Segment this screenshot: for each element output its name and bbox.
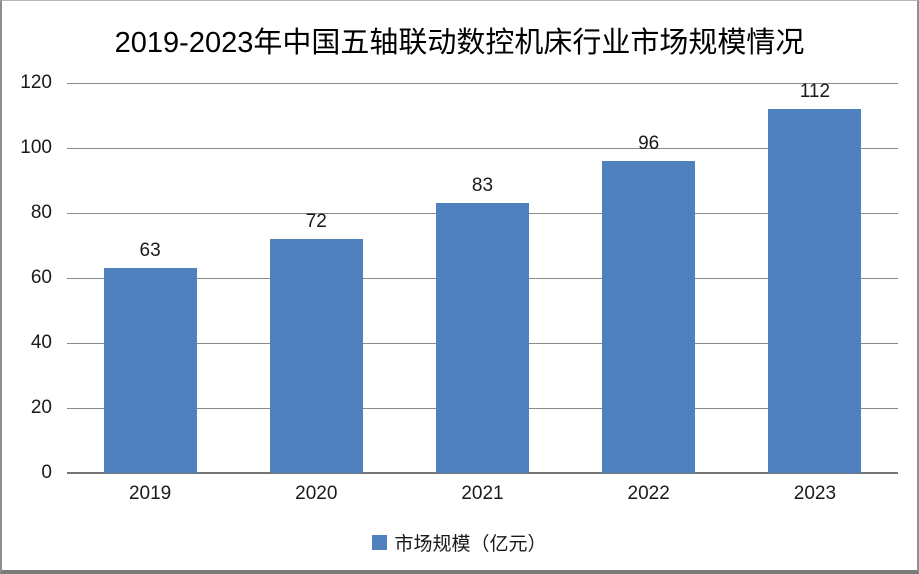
chart-title: 2019-2023年中国五轴联动数控机床行业市场规模情况 [114,27,805,59]
bar-value-label: 83 [471,175,494,197]
y-tick-label: 0 [41,462,52,483]
bar-2019 [103,268,197,473]
y-tick-label: 80 [30,202,52,223]
x-axis-line [67,472,898,474]
legend-swatch-icon [372,535,388,550]
bar-2022 [602,161,696,473]
x-tick-label: 2022 [627,483,670,504]
y-tick-label: 60 [30,267,52,288]
y-tick-label: 40 [30,332,52,353]
legend: 市场规模（亿元） [2,529,917,556]
bar-2021 [436,203,529,473]
bar-value-label: 63 [139,240,161,262]
gridline [67,83,898,84]
gridline [67,148,898,149]
x-tick-label: 2019 [128,483,172,504]
x-tick-label: 2020 [295,483,338,504]
x-tick-label: 2023 [793,483,837,504]
bar-2020 [269,239,363,473]
y-tick-label: 20 [30,397,52,418]
bar-value-label: 72 [305,211,327,232]
bar-2023 [768,109,862,473]
bar-value-label: 96 [638,133,660,154]
y-tick-label: 120 [20,72,52,93]
bar-value-label: 112 [799,81,831,102]
legend-label: 市场规模（亿元） [394,534,547,555]
plot-area: 63 72 83 96 112 [67,81,898,474]
y-tick-label: 100 [20,137,52,158]
x-tick-label: 2021 [461,483,504,504]
